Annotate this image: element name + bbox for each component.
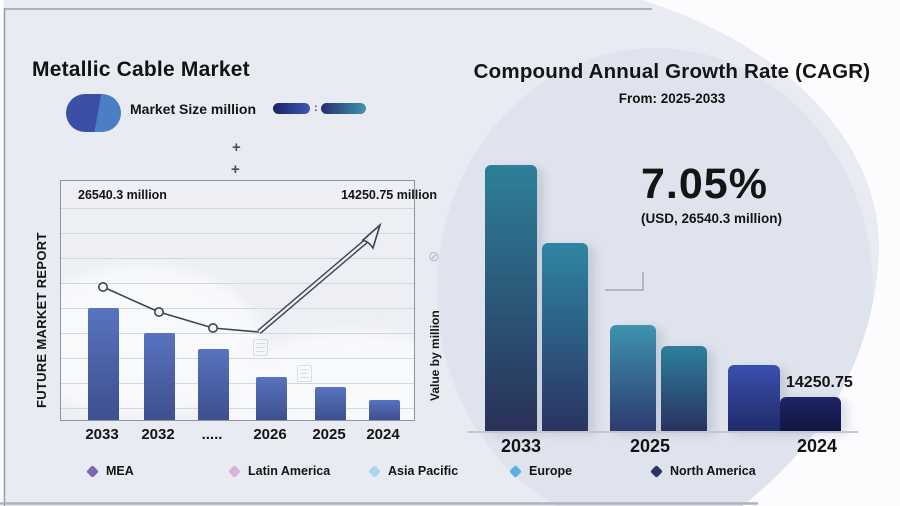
gradient-pill-icon — [273, 103, 310, 114]
gridline — [61, 408, 414, 409]
right-chart-data-label: 14250.75 — [786, 374, 853, 391]
left-chart — [60, 180, 415, 421]
trend-line-and-arrow — [97, 222, 382, 334]
arrow-inner — [258, 235, 373, 333]
bar-..... — [197, 349, 229, 420]
x-tick-label: 2025 — [312, 426, 346, 443]
x-tick-label: 2033 — [500, 436, 542, 456]
left-chart-annotation-left: 26540.3 million — [78, 188, 167, 202]
series-legend-label: Market Size million — [130, 101, 257, 117]
arrowhead-icon — [361, 222, 382, 250]
plus-icon: + — [232, 139, 241, 156]
gridline — [61, 333, 414, 334]
x-tick-label: ..... — [201, 426, 223, 443]
x-tick-label: 2024 — [796, 436, 838, 456]
legend-label: North America — [670, 464, 756, 478]
x-tick-label: 2033 — [85, 426, 119, 443]
value-axis-label: Value by million — [428, 310, 442, 401]
legend-item-asia-pacific: Asia Pacific — [368, 464, 459, 478]
gridline — [61, 208, 414, 209]
gradient-pill-icon — [321, 103, 366, 114]
left-chart-annotation-right: 14250.75 million — [341, 188, 437, 202]
legend-label: Europe — [529, 464, 573, 478]
gridline — [61, 258, 414, 259]
background-swoosh — [642, 0, 900, 506]
bar-2025 — [661, 346, 707, 432]
legend-label: MEA — [106, 464, 134, 478]
diamond-icon — [228, 464, 241, 478]
bar-2032 — [143, 333, 175, 420]
line-marker — [97, 282, 108, 293]
bar-2033 — [542, 243, 588, 432]
left-axis-label: FUTURE MARKET REPORT — [34, 232, 49, 409]
legend-label: Latin America — [248, 464, 331, 478]
right-chart-baseline — [468, 431, 858, 433]
bar-2024 — [780, 397, 841, 432]
bar-2033 — [485, 165, 537, 432]
bar-2025 — [610, 325, 656, 432]
left-chart-plot-area — [61, 181, 414, 420]
bar-2024 — [728, 365, 780, 432]
gridline — [61, 383, 414, 384]
x-tick-label: 2024 — [366, 426, 400, 443]
cagr-detail: (USD, 26540.3 million) — [641, 211, 783, 226]
legend-item-latin-america: Latin America — [228, 464, 331, 478]
bar-2025 — [314, 387, 346, 420]
page-title: Metallic Cable Market — [32, 58, 250, 81]
line-marker — [154, 307, 165, 318]
gridline — [61, 283, 414, 284]
legend-label: Asia Pacific — [388, 464, 459, 478]
legend-item-north-america: North America — [650, 464, 756, 478]
diamond-icon — [368, 464, 381, 478]
x-tick-label: 2026 — [253, 426, 287, 443]
trend-line — [102, 286, 260, 333]
right-panel-subtitle: From: 2025-2033 — [618, 91, 726, 106]
bar-2024 — [368, 400, 400, 420]
bar-2033 — [87, 308, 119, 420]
cylinder-icon — [66, 94, 121, 132]
left-margin — [0, 0, 4, 506]
diamond-icon — [650, 464, 663, 478]
gridline — [61, 233, 414, 234]
bar-2026 — [255, 377, 287, 420]
document-ghost-icon — [297, 365, 312, 382]
corner-bracket-decor — [605, 272, 644, 291]
plus-icon: + — [231, 161, 240, 178]
document-ghost-icon — [253, 339, 268, 356]
right-panel-title: Compound Annual Growth Rate (CAGR) — [473, 60, 871, 83]
gridline — [61, 308, 414, 309]
pill-separator: : — [314, 102, 318, 114]
x-tick-label: 2032 — [141, 426, 175, 443]
x-tick-label: 2025 — [629, 436, 671, 456]
cagr-value: 7.05% — [641, 160, 768, 208]
line-marker — [208, 323, 219, 334]
diamond-icon — [86, 464, 99, 478]
legend-item-europe: Europe — [509, 464, 573, 478]
gridline — [61, 358, 414, 359]
legend-item-mea: MEA — [86, 464, 134, 478]
diamond-icon — [509, 464, 522, 478]
circle-slash-ghost-icon: ⊘ — [428, 248, 440, 264]
